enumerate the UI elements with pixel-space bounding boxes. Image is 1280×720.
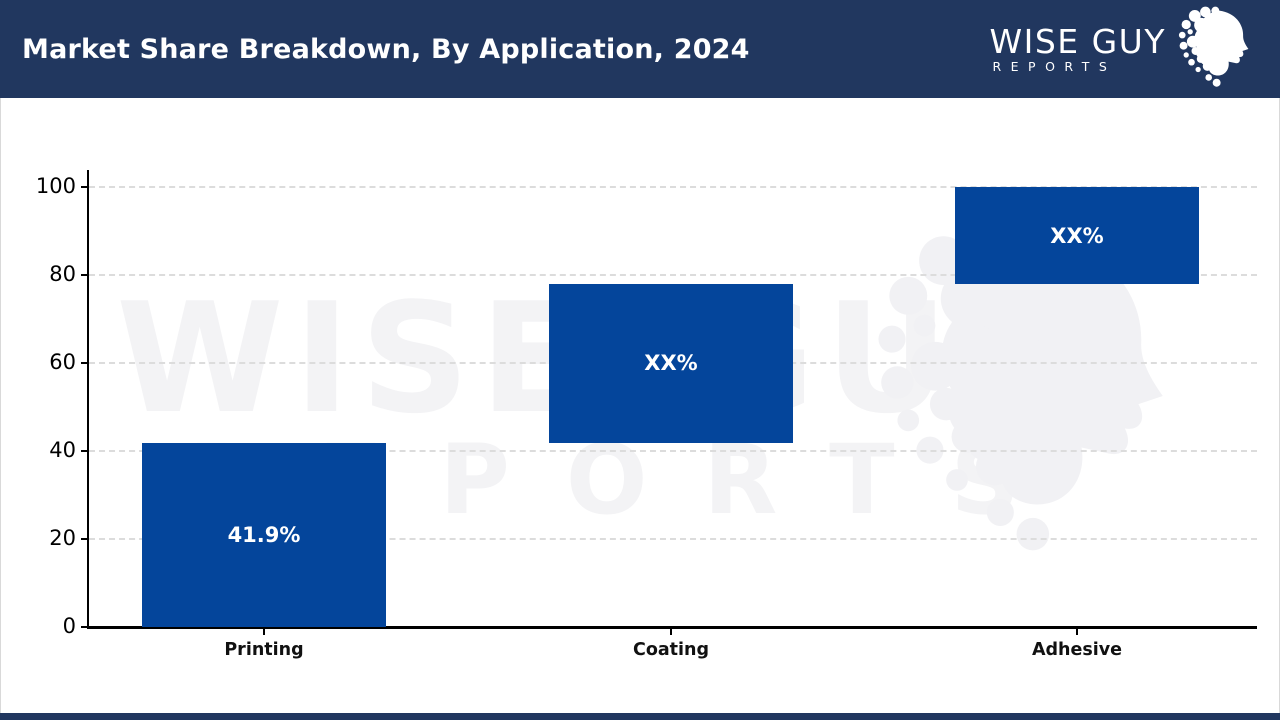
x-tick-printing (263, 628, 265, 635)
y-tick-label-100: 100 (35, 174, 76, 198)
x-axis-line (87, 626, 1257, 629)
wise-guy-reports-logo: WISE GUY REPORTS (989, 6, 1258, 92)
footer-bar (0, 713, 1280, 720)
x-tick-adhesive (1076, 628, 1078, 635)
y-tick-label-20: 20 (49, 526, 76, 550)
logo-face-icon (1178, 6, 1249, 87)
logo-sub-text: REPORTS (992, 58, 1117, 74)
x-axis-label-coating: Coating (632, 640, 710, 660)
y-axis-line (87, 170, 89, 629)
y-tick-100 (81, 186, 88, 188)
x-axis-label-printing: Printing (224, 640, 304, 660)
bar-printing: 41.9% (142, 442, 386, 627)
logo-name-text: WISE GUY (989, 21, 1166, 61)
y-tick-80 (81, 274, 88, 276)
header-bar: Market Share Breakdown, By Application, … (0, 0, 1280, 98)
bar-adhesive: XX% (955, 187, 1199, 285)
x-tick-coating (670, 628, 672, 635)
bar-value-label-adhesive: XX% (1050, 223, 1104, 248)
y-tick-0 (81, 626, 88, 628)
y-tick-label-0: 0 (62, 614, 76, 638)
y-tick-40 (81, 450, 88, 452)
y-tick-20 (81, 538, 88, 540)
gridline-20 (89, 538, 1257, 540)
left-border (0, 98, 1, 713)
gridline-40 (89, 450, 1257, 452)
y-tick-label-80: 80 (49, 262, 76, 286)
y-tick-60 (81, 362, 88, 364)
x-axis-label-adhesive: Adhesive (1031, 640, 1123, 660)
y-tick-label-60: 60 (49, 350, 76, 374)
bar-coating: XX% (549, 284, 793, 443)
y-tick-label-40: 40 (49, 438, 76, 462)
gridline-100 (89, 186, 1257, 188)
bar-value-label-printing: 41.9% (227, 522, 301, 547)
bar-value-label-coating: XX% (644, 351, 698, 376)
gridline-80 (89, 274, 1257, 276)
page-title: Market Share Breakdown, By Application, … (22, 33, 750, 65)
